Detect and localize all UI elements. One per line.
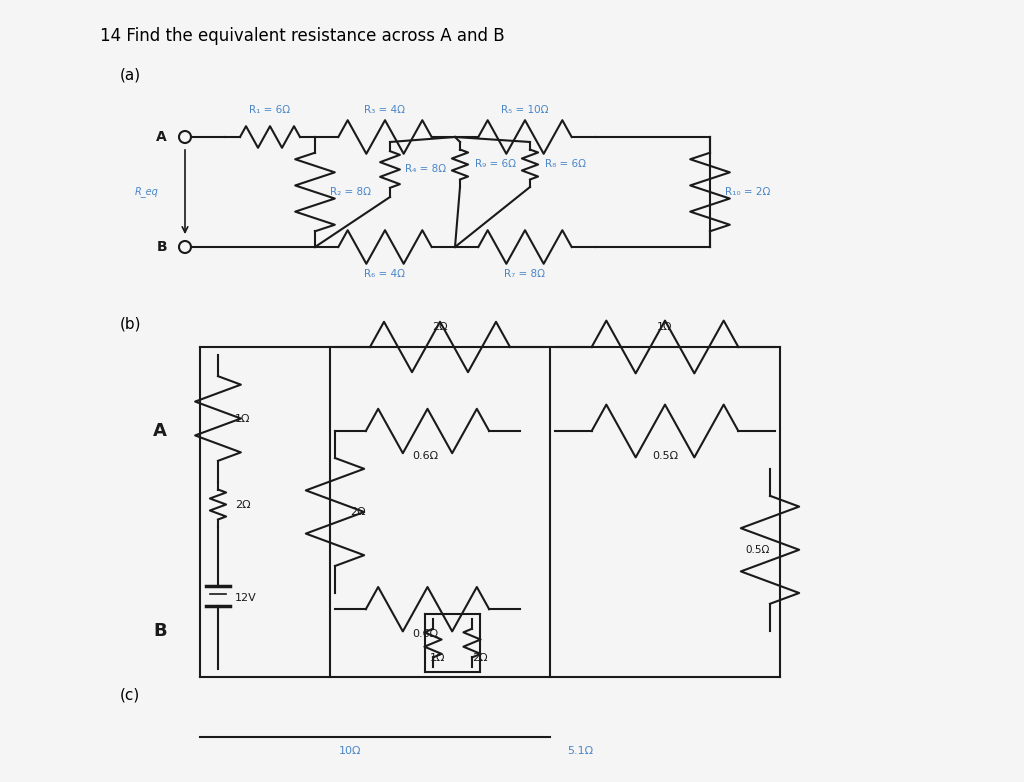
Text: 2Ω: 2Ω	[350, 507, 366, 517]
Text: R₆ = 4Ω: R₆ = 4Ω	[365, 269, 406, 279]
Text: R₃ = 4Ω: R₃ = 4Ω	[365, 105, 406, 115]
Text: (c): (c)	[120, 687, 140, 702]
Text: R₇ = 8Ω: R₇ = 8Ω	[505, 269, 546, 279]
Text: R₅ = 10Ω: R₅ = 10Ω	[502, 105, 549, 115]
Text: R₄ = 8Ω: R₄ = 8Ω	[406, 164, 446, 174]
Text: R₂ = 8Ω: R₂ = 8Ω	[330, 187, 371, 197]
Text: 1Ω: 1Ω	[430, 653, 445, 663]
Text: 5.1Ω: 5.1Ω	[567, 746, 593, 756]
Text: R₁₀ = 2Ω: R₁₀ = 2Ω	[725, 187, 770, 197]
Text: R₁ = 6Ω: R₁ = 6Ω	[250, 105, 291, 115]
Text: 2Ω: 2Ω	[234, 500, 251, 510]
Text: 1Ω: 1Ω	[234, 414, 251, 424]
Text: (a): (a)	[120, 67, 141, 82]
Text: 12V: 12V	[234, 593, 257, 603]
Text: 14 Find the equivalent resistance across A and B: 14 Find the equivalent resistance across…	[100, 27, 505, 45]
Text: 2Ω: 2Ω	[472, 653, 487, 663]
Text: 0.6Ω: 0.6Ω	[412, 630, 438, 639]
Text: 0.6Ω: 0.6Ω	[412, 451, 438, 461]
Text: R₉ = 6Ω: R₉ = 6Ω	[475, 160, 516, 170]
Text: B: B	[154, 622, 167, 640]
Text: 1Ω: 1Ω	[657, 322, 673, 332]
Text: (b): (b)	[120, 317, 141, 332]
Text: A: A	[153, 422, 167, 440]
Text: 2Ω: 2Ω	[432, 322, 447, 332]
Text: 10Ω: 10Ω	[339, 746, 361, 756]
Text: A: A	[157, 130, 167, 144]
Text: B: B	[157, 240, 167, 254]
Text: 0.5Ω: 0.5Ω	[652, 451, 678, 461]
Text: R₈ = 6Ω: R₈ = 6Ω	[545, 160, 586, 170]
Text: 0.5Ω: 0.5Ω	[745, 545, 770, 554]
Text: R_eq: R_eq	[135, 187, 159, 197]
